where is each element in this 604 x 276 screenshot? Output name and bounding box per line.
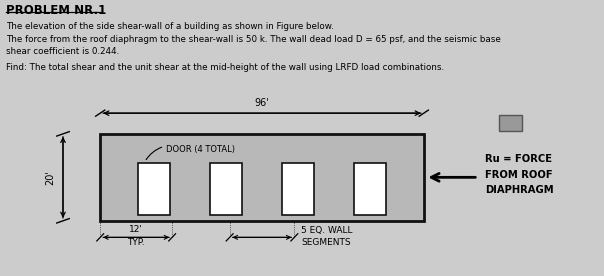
Text: Find: The total shear and the unit shear at the mid-height of the wall using LRF: Find: The total shear and the unit shear…	[5, 63, 444, 73]
FancyBboxPatch shape	[500, 115, 522, 131]
Text: PROBLEM NR.1: PROBLEM NR.1	[5, 4, 106, 17]
Bar	[100, 134, 424, 221]
Text: 96': 96'	[255, 98, 269, 108]
Bar	[138, 163, 170, 215]
Bar	[282, 163, 313, 215]
Text: shear coefficient is 0.244.: shear coefficient is 0.244.	[5, 47, 119, 56]
Text: 12': 12'	[129, 225, 143, 234]
Text: 20': 20'	[45, 170, 56, 185]
Text: TYP.: TYP.	[127, 238, 145, 248]
Text: The force from the roof diaphragm to the shear-wall is 50 k. The wall dead load : The force from the roof diaphragm to the…	[5, 34, 501, 44]
Text: Ru = FORCE: Ru = FORCE	[485, 154, 552, 164]
Text: The elevation of the side shear-wall of a building as shown in Figure below.: The elevation of the side shear-wall of …	[5, 22, 333, 31]
Text: DOOR (4 TOTAL): DOOR (4 TOTAL)	[166, 145, 235, 154]
Text: DIAPHRAGM: DIAPHRAGM	[485, 185, 554, 195]
Text: SEGMENTS: SEGMENTS	[301, 238, 351, 247]
Text: 5 EQ. WALL: 5 EQ. WALL	[301, 225, 353, 235]
Bar	[210, 163, 242, 215]
Text: FROM ROOF: FROM ROOF	[485, 169, 553, 180]
Bar	[354, 163, 386, 215]
